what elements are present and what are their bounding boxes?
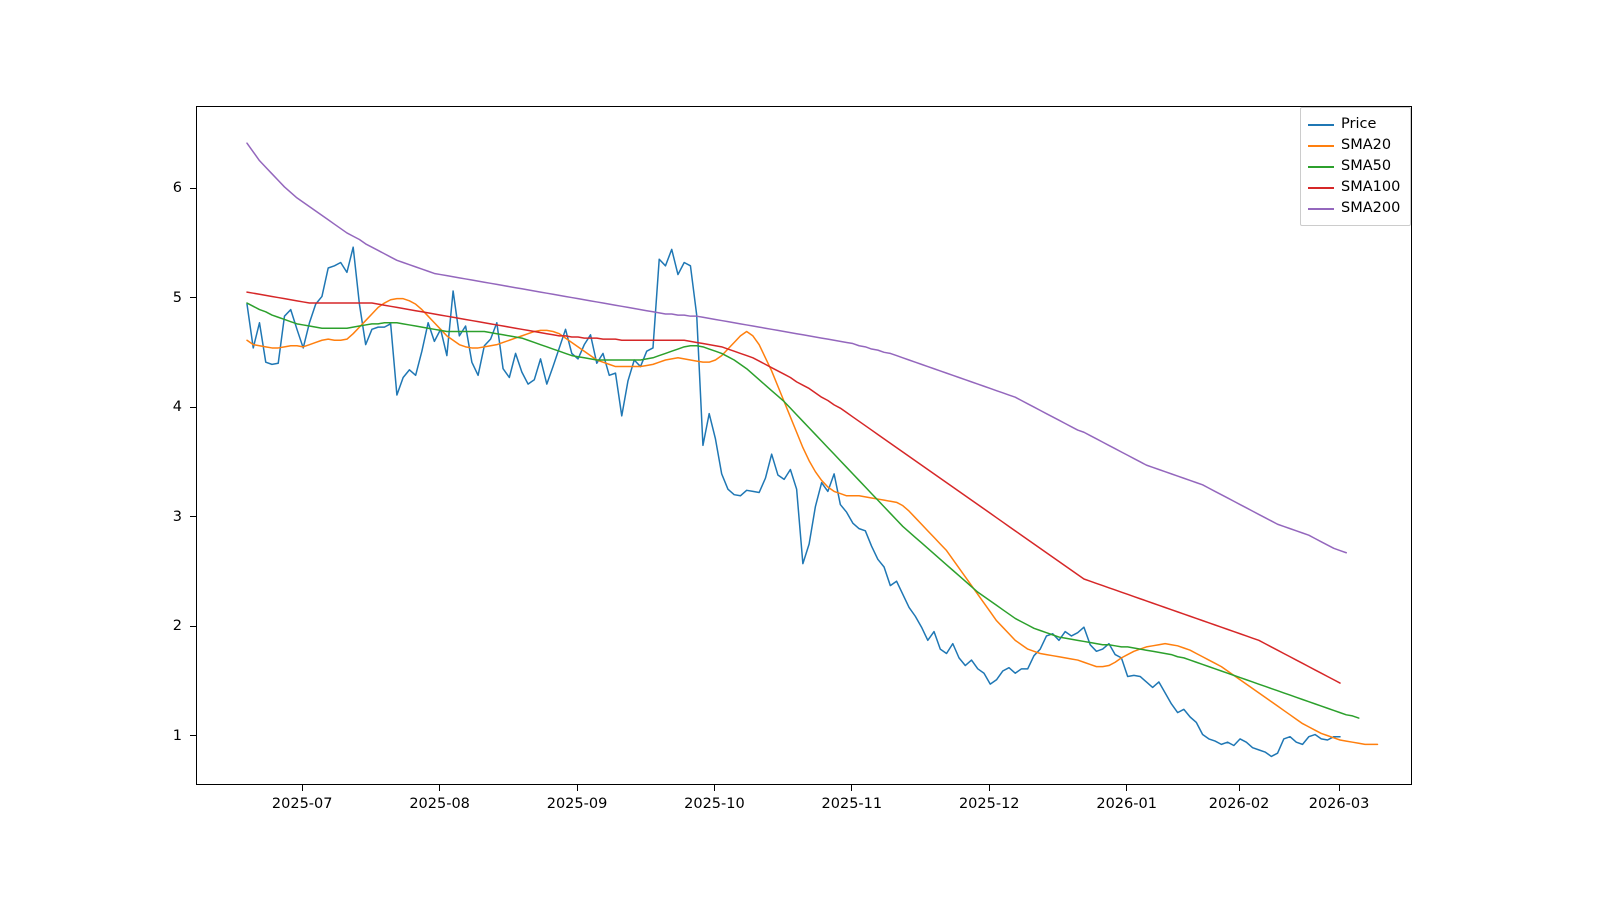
y-tick-mark [190,516,196,518]
legend-entry-sma20[interactable]: SMA20 [1308,135,1403,156]
x-tick-label: 2025-12 [958,796,1020,812]
series-line-sma100 [246,291,1341,684]
plot-lines [246,142,1379,758]
legend-color-swatch [1308,144,1334,147]
x-tick-label: 2026-01 [1096,796,1157,812]
legend-entry-price[interactable]: Price [1308,114,1403,135]
x-tick-mark [301,785,303,791]
y-tick-label: 1 [172,727,182,744]
x-tick-mark [439,785,441,791]
y-tick-label: 2 [172,618,182,635]
legend-label: SMA50 [1341,158,1392,175]
y-tick-label: 3 [172,508,182,525]
x-tick-mark [1238,785,1240,791]
legend-label: SMA200 [1341,200,1401,217]
x-tick-label: 2025-10 [684,796,745,812]
legend-entry-sma200[interactable]: SMA200 [1308,198,1403,219]
series-line-price [246,246,1341,758]
x-tick-mark [576,785,578,791]
chart-legend: Price SMA20 SMA50 SMA100 SMA200 [1300,107,1411,226]
legend-color-swatch [1308,165,1334,168]
legend-label: SMA100 [1341,179,1401,196]
y-tick-label: 5 [172,289,182,306]
series-line-sma200 [246,142,1348,554]
y-tick-mark [190,297,196,299]
x-tick-label: 2026-02 [1208,796,1270,812]
legend-color-swatch [1308,186,1334,189]
legend-color-swatch [1308,207,1334,210]
y-tick-mark [190,406,196,408]
series-line-sma20 [246,297,1379,746]
x-tick-label: 2026-03 [1308,796,1370,812]
x-tick-mark [851,785,853,791]
x-tick-mark [988,785,990,791]
y-tick-mark [190,187,196,189]
x-tick-label: 2025-11 [821,796,883,812]
legend-color-swatch [1308,123,1334,126]
legend-entry-sma50[interactable]: SMA50 [1308,156,1403,177]
legend-entry-sma100[interactable]: SMA100 [1308,177,1403,198]
y-tick-label: 6 [172,180,182,197]
x-tick-label: 2025-09 [546,796,608,812]
series-line-sma50 [246,302,1360,719]
y-tick-label: 4 [172,399,182,416]
x-tick-label: 2025-08 [409,796,470,812]
x-tick-mark [1338,785,1340,791]
x-tick-label: 2025-07 [271,796,333,812]
plot-axes-frame [196,106,1412,785]
y-tick-mark [190,735,196,737]
legend-label: Price [1341,116,1377,133]
legend-label: SMA20 [1341,137,1392,154]
y-tick-mark [190,625,196,627]
x-tick-mark [713,785,716,791]
x-tick-mark [1126,785,1128,791]
